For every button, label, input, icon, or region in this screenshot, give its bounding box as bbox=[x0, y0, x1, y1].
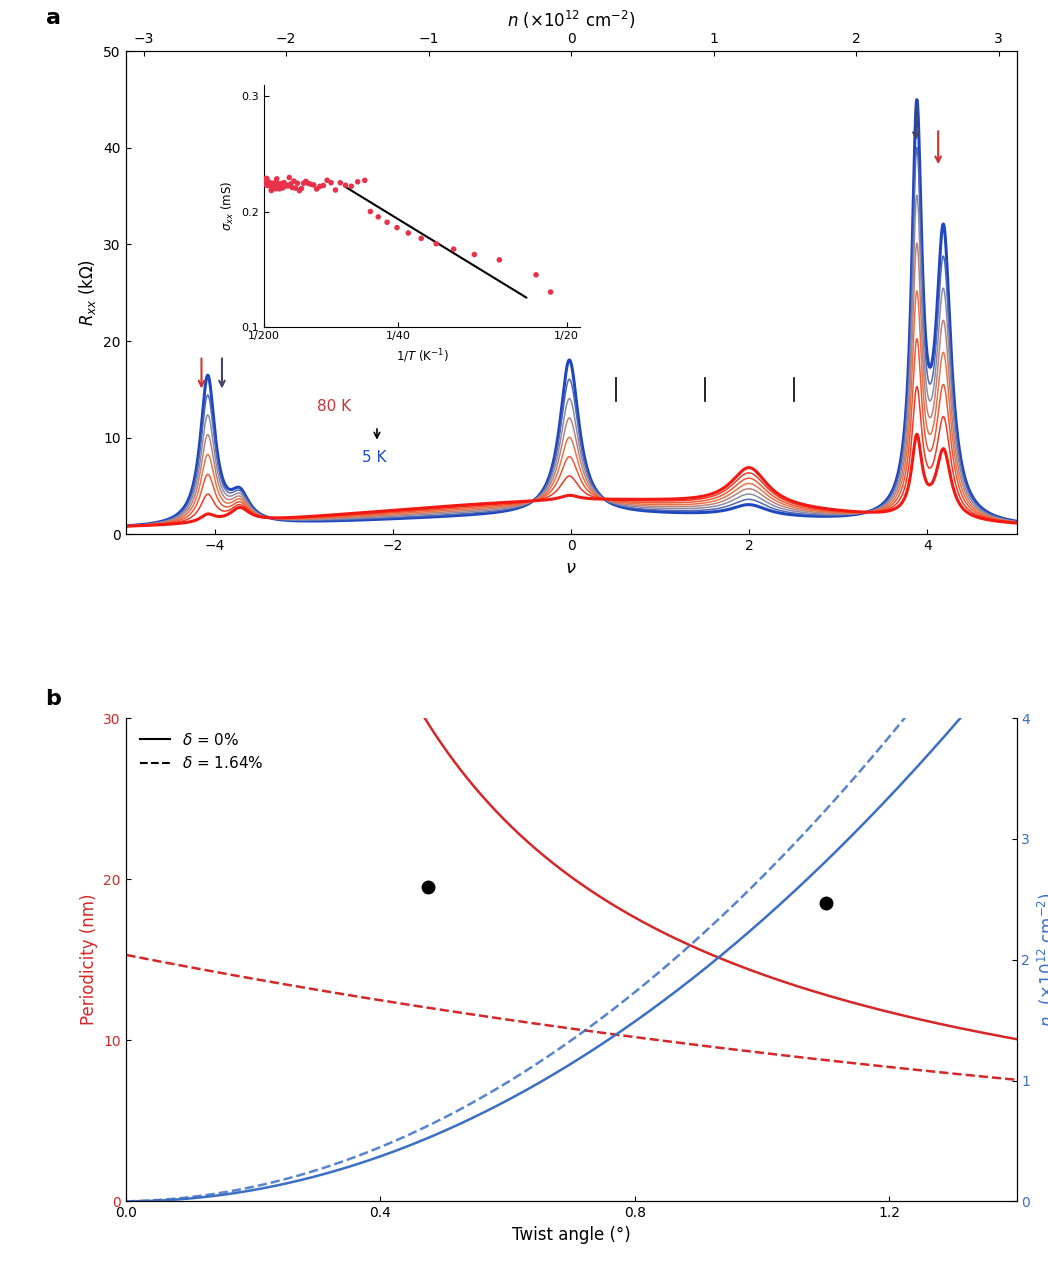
Y-axis label: Periodicity (nm): Periodicity (nm) bbox=[80, 893, 97, 1025]
Y-axis label: $R_{xx}$ (k$\Omega$): $R_{xx}$ (k$\Omega$) bbox=[77, 259, 97, 326]
Y-axis label: $n_s$ ($\times 10^{12}$ cm$^{-2}$): $n_s$ ($\times 10^{12}$ cm$^{-2}$) bbox=[1035, 892, 1048, 1028]
Legend: $\delta$ = 0%, $\delta$ = 1.64%: $\delta$ = 0%, $\delta$ = 1.64% bbox=[133, 726, 270, 777]
Text: 80 K: 80 K bbox=[318, 399, 351, 414]
Text: a: a bbox=[45, 8, 61, 28]
X-axis label: Twist angle (°): Twist angle (°) bbox=[511, 1226, 631, 1243]
X-axis label: $n$ ($\times 10^{12}$ cm$^{-2}$): $n$ ($\times 10^{12}$ cm$^{-2}$) bbox=[507, 9, 635, 31]
X-axis label: $\nu$: $\nu$ bbox=[565, 558, 577, 576]
Text: b: b bbox=[45, 689, 62, 709]
Text: 5 K: 5 K bbox=[362, 450, 387, 465]
